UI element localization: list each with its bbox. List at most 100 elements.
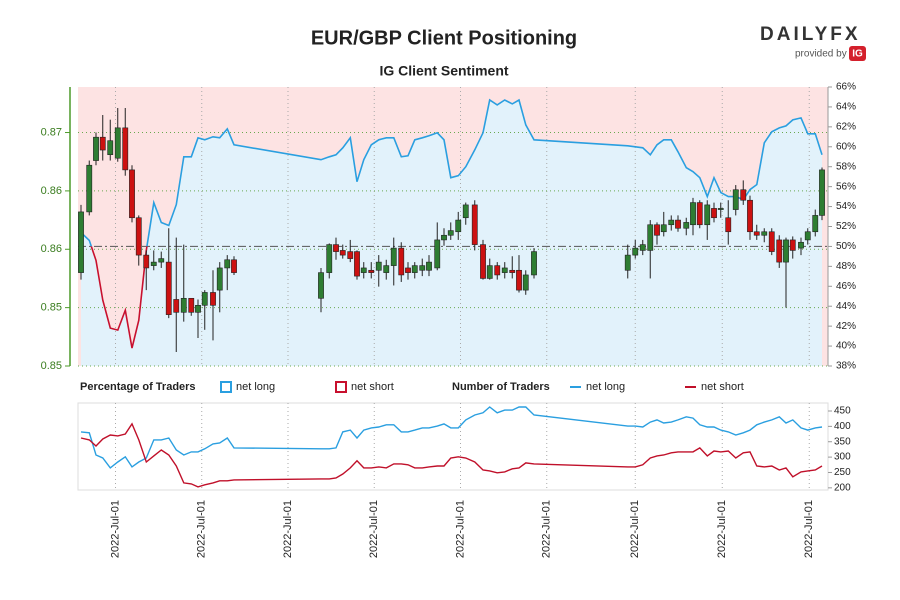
candle-body (447, 230, 454, 236)
candle-body (725, 217, 732, 233)
candle-body (419, 265, 426, 271)
y-tick-label: 200 (834, 482, 851, 493)
x-tick-label: 2022-Jul-01 (541, 500, 553, 558)
candle-body (158, 258, 165, 263)
candle-body (354, 251, 360, 277)
brand-tagline: provided by (795, 49, 847, 60)
y2-tick-label: 66% (836, 82, 856, 93)
candle-body (188, 297, 195, 313)
candle-body (339, 250, 346, 256)
y2-tick-label: 62% (836, 121, 856, 132)
y-tick-label: 450 (834, 406, 851, 417)
candle-body (768, 231, 775, 252)
candle-body (462, 204, 469, 219)
candle-body (704, 204, 711, 226)
y-tick-label: 400 (834, 421, 851, 432)
candle-body (434, 239, 441, 269)
candle-body (360, 267, 367, 273)
candle-body (531, 251, 537, 276)
candle-body (798, 241, 804, 249)
candle-body (516, 269, 522, 291)
candle-body (441, 234, 447, 241)
candle-body (501, 267, 508, 273)
candle-body (201, 292, 208, 306)
y-tick-label: 0.87 (41, 126, 62, 138)
candle-body (804, 231, 811, 241)
candle-body (486, 265, 493, 279)
y2-tick-label: 56% (836, 181, 856, 192)
y-tick-label: 300 (834, 452, 851, 463)
candle-body (522, 274, 529, 291)
brand-badge-text: IG (852, 49, 863, 60)
y-tick-label: 0.86 (41, 185, 62, 197)
y-tick-label: 250 (834, 467, 851, 478)
candle-body (509, 269, 516, 273)
legend-label: net long (236, 381, 275, 393)
x-tick-label: 2022-Jul-01 (368, 500, 380, 558)
x-tick-label: 2022-Jul-01 (282, 500, 294, 558)
candle-body (398, 247, 405, 276)
candle-body (143, 254, 150, 269)
x-tick-label: 2022-Jul-01 (629, 500, 641, 558)
candle-body (326, 244, 333, 273)
candle-body (390, 247, 397, 266)
candle-body (753, 231, 760, 236)
legend-label: net short (351, 381, 394, 393)
candle-body (812, 215, 819, 233)
candle-body (93, 136, 99, 161)
candle-body (210, 292, 216, 306)
candle-body (675, 219, 681, 229)
candle-body (660, 224, 667, 233)
candle-body (78, 211, 84, 273)
candle-body (624, 254, 631, 271)
candle-body (122, 127, 129, 171)
chart-subtitle: IG Client Sentiment (379, 63, 508, 79)
candle-body (683, 222, 690, 229)
candle-body (231, 259, 237, 273)
candle-body (426, 261, 432, 271)
candle-body (150, 261, 157, 266)
traders-line (80, 406, 823, 469)
candle-body (114, 127, 121, 159)
candle-body (86, 164, 93, 213)
candle-body (690, 202, 696, 226)
y2-tick-label: 50% (836, 241, 856, 252)
candle-body (711, 208, 717, 219)
y-tick-label: 0.86 (41, 243, 62, 255)
price-panel: 0.85 0.85 0.86 0.86 0.87 38% 40% 42% 44% 46% 48% 50… (41, 82, 857, 372)
legend-label: net long (586, 381, 625, 393)
candle-body (165, 261, 172, 315)
brand-logo: DAILYFX (760, 24, 861, 45)
y2-tick-label: 54% (836, 201, 856, 212)
y2-tick-label: 52% (836, 221, 856, 232)
y-tick-label: 350 (834, 436, 851, 447)
candle-body (494, 265, 501, 276)
candle-body (639, 244, 646, 251)
x-tick-label: 2022-Jul-01 (716, 500, 728, 558)
y2-tick-label: 40% (836, 341, 856, 352)
candle-body (717, 208, 724, 210)
y2-tick-label: 60% (836, 141, 856, 152)
y-tick-label: 0.85 (41, 302, 62, 314)
candle-body (740, 189, 747, 201)
candle-body (224, 259, 231, 269)
traders-panel: 2022-Jul-01 2022-Jul-01 2022-Jul-01 2022-Ju… (77, 381, 851, 558)
candle-body (455, 219, 462, 233)
candle-body (383, 265, 390, 273)
candle-body (819, 169, 825, 216)
candle-body (216, 267, 223, 291)
legend-label: net short (701, 381, 744, 393)
candle-body (99, 136, 106, 151)
candle-body (732, 189, 739, 210)
legend-swatch (220, 381, 232, 393)
candle-body (173, 299, 180, 313)
candle-body (783, 239, 789, 263)
legend-swatch (335, 381, 347, 393)
y-tick-label: 0.85 (41, 360, 62, 372)
y2-tick-label: 64% (836, 102, 856, 113)
candle-body (761, 231, 768, 236)
x-tick-label: 2022-Jul-01 (196, 500, 208, 558)
candle-body (789, 239, 796, 251)
legend-title: Number of Traders (452, 381, 550, 393)
